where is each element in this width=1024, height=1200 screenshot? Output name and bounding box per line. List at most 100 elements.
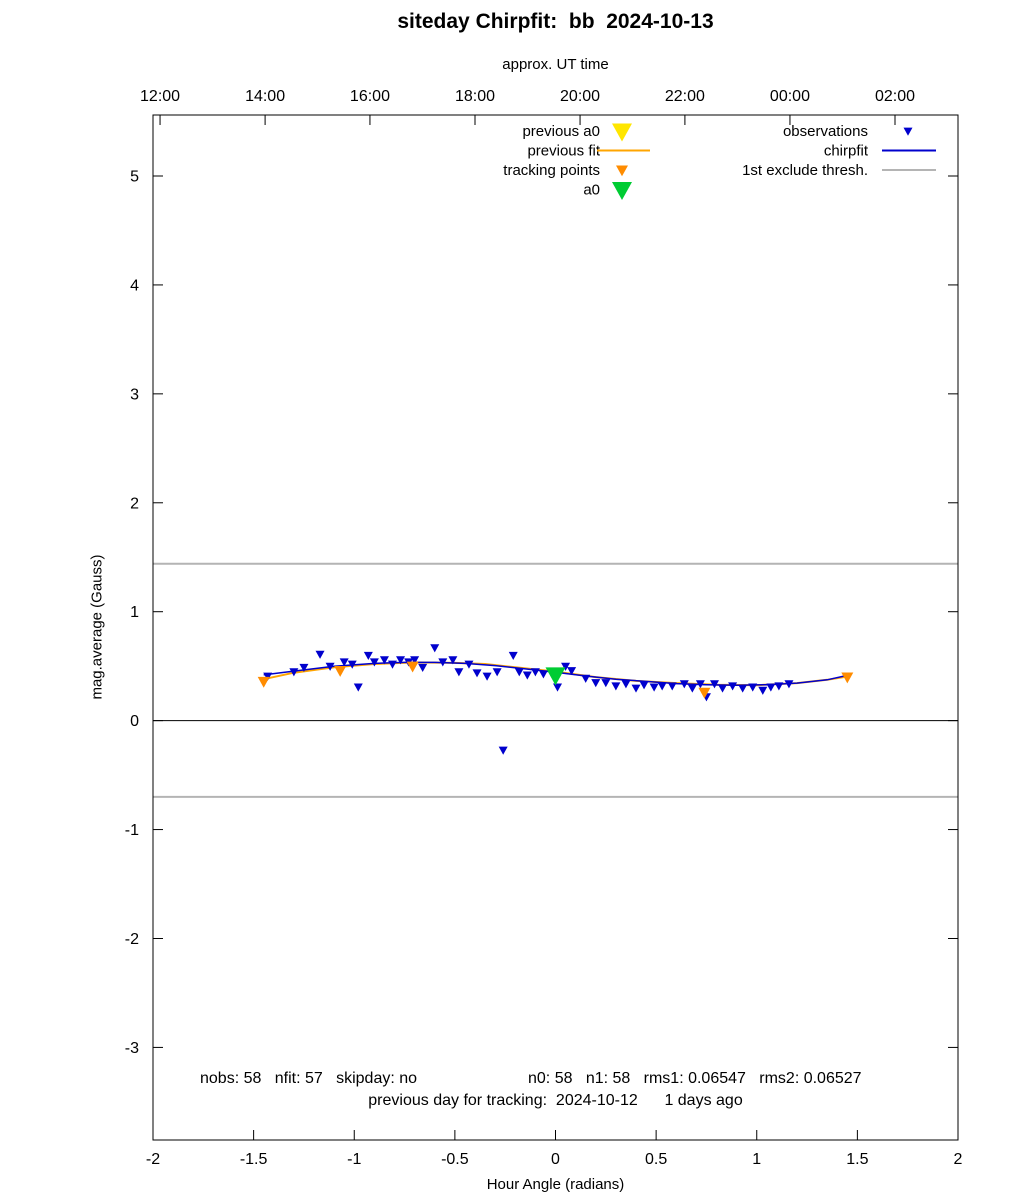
- x-tick-label: 2: [954, 1151, 963, 1168]
- point-observations: [687, 684, 697, 693]
- x2-tick-label: 12:00: [140, 88, 180, 105]
- point-observations: [418, 663, 428, 672]
- chart-title: siteday Chirpfit: bb 2024-10-13: [397, 10, 714, 33]
- point-observations: [766, 683, 776, 692]
- point-observations: [325, 662, 335, 671]
- legend-marker-tracking-points: [616, 165, 628, 177]
- point-observations: [567, 667, 577, 676]
- legend-label-observations: observations: [783, 123, 868, 140]
- y-tick-label: -1: [125, 822, 139, 839]
- legend-marker-a0: [612, 182, 632, 200]
- x2-tick-label: 18:00: [455, 88, 495, 105]
- x-tick-label: -1: [347, 1151, 361, 1168]
- y-axis-label: mag.average (Gauss): [88, 554, 106, 700]
- y-tick-label: 2: [130, 495, 139, 512]
- point-observations: [339, 658, 349, 667]
- point-observations: [508, 651, 518, 661]
- legend-marker-observations: [903, 127, 913, 136]
- point-observations: [369, 658, 379, 667]
- point-tracking-points: [841, 672, 854, 684]
- point-observations: [315, 650, 325, 659]
- point-observations: [438, 658, 448, 667]
- point-observations: [679, 680, 689, 689]
- point-observations: [639, 681, 649, 690]
- point-observations: [387, 660, 397, 669]
- point-observations: [299, 663, 309, 672]
- point-observations: [522, 671, 532, 680]
- point-observations: [621, 680, 631, 689]
- point-observations: [667, 682, 677, 691]
- point-observations: [738, 684, 748, 693]
- point-observations: [784, 680, 794, 689]
- x-tick-label: 0.5: [645, 1151, 667, 1168]
- x-tick-label: -2: [146, 1151, 160, 1168]
- x2-tick-label: 16:00: [350, 88, 390, 105]
- point-tracking-points: [406, 661, 419, 673]
- y-tick-label: 1: [130, 604, 139, 621]
- point-observations: [538, 670, 548, 679]
- point-observations: [748, 683, 758, 692]
- y-tick-label: 0: [130, 713, 139, 730]
- point-observations: [611, 682, 621, 691]
- point-observations: [709, 680, 719, 689]
- y-tick-label: 4: [130, 277, 139, 294]
- point-tracking-points: [334, 666, 347, 677]
- point-tracking-points: [257, 676, 270, 688]
- x2-tick-label: 14:00: [245, 88, 285, 105]
- point-observations: [649, 683, 659, 692]
- point-observations: [553, 683, 563, 692]
- point-observations: [492, 668, 502, 677]
- point-a0: [545, 667, 566, 686]
- x2-tick-label: 00:00: [770, 88, 810, 105]
- point-observations: [482, 672, 492, 681]
- point-observations: [718, 684, 728, 693]
- point-tracking-points: [698, 687, 711, 699]
- top-axis-label: approx. UT time: [502, 56, 609, 73]
- point-observations: [347, 660, 357, 669]
- x2-tick-label: 20:00: [560, 88, 600, 105]
- point-observations: [379, 656, 389, 665]
- series-chirpfit: [263, 661, 848, 686]
- legend-label-previous-fit: previous fit: [527, 143, 600, 160]
- point-observations: [464, 660, 474, 669]
- x-tick-label: -0.5: [441, 1151, 469, 1168]
- point-observations: [774, 682, 784, 691]
- point-observations: [448, 656, 458, 665]
- stats-line1-left: nobs: 58 nfit: 57 skipday: no: [200, 1070, 418, 1087]
- point-observations: [695, 680, 705, 689]
- x-tick-label: 0: [551, 1151, 560, 1168]
- x2-tick-label: 22:00: [665, 88, 705, 105]
- point-observations: [530, 668, 540, 677]
- x-axis-label: Hour Angle (radians): [486, 1176, 625, 1193]
- legend-label-previous-a0: previous a0: [522, 123, 600, 140]
- x-tick-label: 1.5: [846, 1151, 868, 1168]
- point-observations: [601, 679, 611, 688]
- point-observations: [289, 668, 299, 677]
- point-observations: [728, 682, 738, 691]
- point-observations: [581, 674, 591, 683]
- y-tick-label: -2: [125, 931, 139, 948]
- legend-label-tracking-points: tracking points: [503, 162, 600, 179]
- point-observations: [498, 746, 508, 755]
- stats-line2: previous day for tracking: 2024-10-12 1 …: [368, 1092, 743, 1109]
- point-observations: [263, 672, 273, 681]
- y-tick-label: 5: [130, 168, 139, 185]
- point-observations: [363, 651, 373, 661]
- y-tick-label: 3: [130, 386, 139, 403]
- legend-label-a0: a0: [583, 182, 600, 199]
- point-observations: [472, 669, 482, 678]
- point-observations: [631, 684, 641, 693]
- point-observations: [591, 679, 601, 688]
- point-observations: [353, 683, 363, 692]
- point-observations: [657, 682, 667, 691]
- y-tick-label: -3: [125, 1040, 139, 1057]
- plot-border: [152, 114, 959, 1141]
- point-observations: [758, 686, 768, 695]
- point-observations: [561, 662, 571, 671]
- legend-marker-previous-a0: [612, 123, 632, 142]
- legend-label-1st-exclude-thresh: 1st exclude thresh.: [742, 162, 868, 179]
- stats-line1-right: n0: 58 n1: 58 rms1: 0.06547 rms2: 0.0652…: [528, 1070, 862, 1087]
- point-observations: [410, 656, 420, 665]
